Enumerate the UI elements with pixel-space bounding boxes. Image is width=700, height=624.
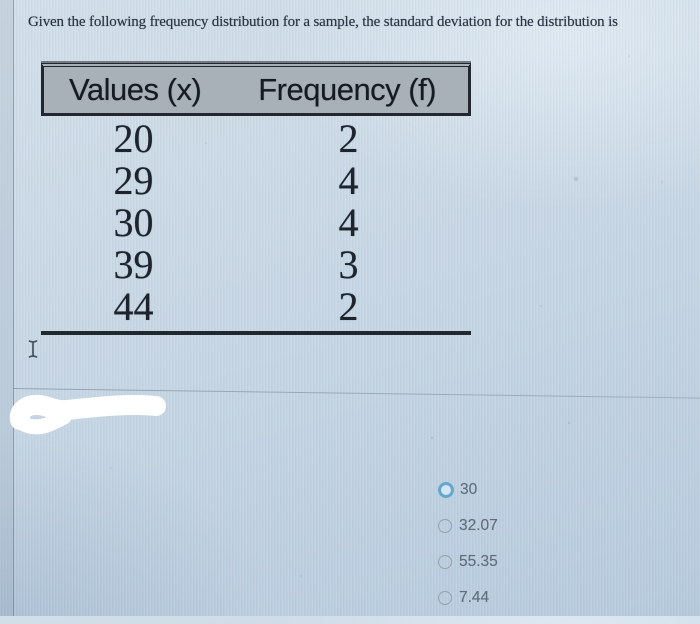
frequency-distribution-table: Values (x) Frequency (f) 20 2 29 4 30 4 … <box>41 63 471 335</box>
frequency-cell: 2 <box>338 284 359 329</box>
frequency-cell: 4 <box>338 158 359 203</box>
left-border-line <box>0 0 14 616</box>
answer-option-2[interactable]: 32.07 <box>438 516 498 536</box>
table-header-row: Values (x) Frequency (f) <box>41 63 471 116</box>
text-cursor-icon <box>28 340 38 358</box>
answer-option-4[interactable]: 7.44 <box>438 588 498 608</box>
answer-option-label: 55.35 <box>459 553 498 570</box>
question-text: Given the following frequency distributi… <box>28 14 618 30</box>
value-cell: 39 <box>113 242 154 287</box>
table-row: 29 4 <box>41 160 471 202</box>
table-row: 39 3 <box>41 244 471 286</box>
answer-option-label: 7.44 <box>459 589 490 606</box>
frequency-cell: 3 <box>338 242 359 287</box>
radio-button-icon[interactable] <box>438 519 452 533</box>
radio-button-icon[interactable] <box>438 555 452 569</box>
table-row: 44 2 <box>41 286 471 328</box>
table-row: 30 4 <box>41 202 471 244</box>
value-cell: 44 <box>113 284 154 329</box>
answer-option-3[interactable]: 55.35 <box>438 552 498 572</box>
frequency-cell: 2 <box>338 116 359 161</box>
column-header-frequency: Frequency (f) <box>258 72 437 107</box>
frequency-cell: 4 <box>338 200 359 245</box>
answer-option-1[interactable]: 30 <box>438 480 498 500</box>
white-marker-scribble <box>9 394 166 435</box>
value-cell: 20 <box>113 116 154 161</box>
radio-button-icon[interactable] <box>438 591 452 605</box>
answer-options-list: 30 32.07 55.35 7.44 <box>438 480 498 624</box>
table-body: 20 2 29 4 30 4 39 3 44 2 <box>41 116 471 335</box>
table-row: 20 2 <box>41 118 471 160</box>
answer-option-label: 30 <box>460 481 478 498</box>
radio-button-icon[interactable] <box>438 482 454 498</box>
column-header-values: Values (x) <box>69 72 202 107</box>
value-cell: 30 <box>113 200 154 245</box>
answer-option-label: 32.07 <box>459 517 498 534</box>
value-cell: 29 <box>113 158 154 203</box>
